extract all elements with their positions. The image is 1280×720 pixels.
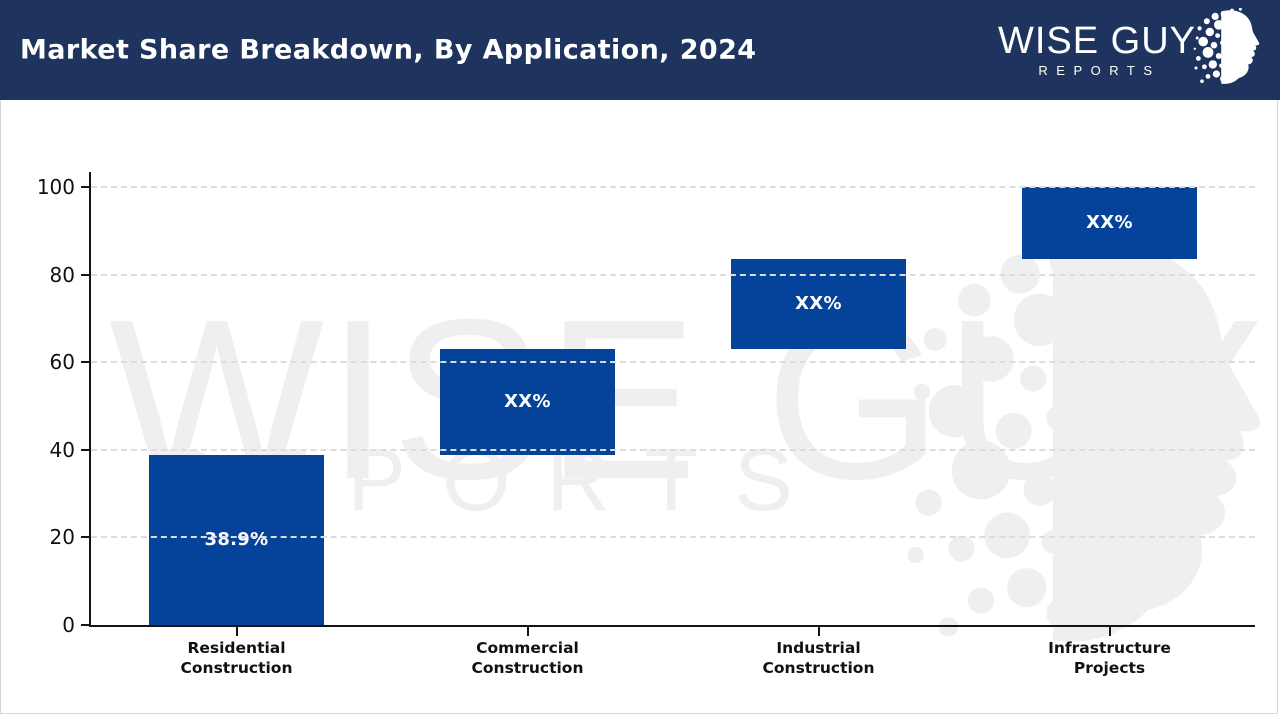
logo-text: WISE GUY REPORTS: [997, 19, 1196, 79]
y-tick-mark-80: [81, 273, 89, 276]
y-tick-label-100: 100: [36, 175, 75, 200]
chart-title: Market Share Breakdown, By Application, …: [20, 34, 757, 66]
logo-wordmark: WISE GUY: [997, 19, 1196, 62]
y-tick-label-0: 0: [62, 613, 75, 637]
y-tick-label-40: 40: [49, 437, 75, 462]
y-tick-mark-0: [81, 624, 89, 626]
x-tick-mark-infrastructure-projects: [1108, 627, 1111, 636]
bar-value-label-commercial-construction: XX%: [504, 391, 551, 413]
y-tick-label-80: 80: [49, 262, 75, 287]
wiseguy-logo: WISE GUY REPORTS: [998, 6, 1268, 94]
bar-residential-construction: 38.9%: [149, 454, 324, 625]
logo-subtitle: REPORTS: [1038, 63, 1161, 79]
gridline-20: [91, 536, 1255, 539]
header-banner: Market Share Breakdown, By Application, …: [0, 0, 1280, 100]
bar-value-label-industrial-construction: XX%: [795, 293, 842, 315]
gridline-100: [91, 186, 1255, 189]
plot-area: 0 20 40 60 80 100 38.9% Residential Constructio…: [37, 172, 1255, 677]
y-tick-mark-40: [81, 448, 89, 451]
bar-industrial-construction: XX%: [731, 258, 906, 350]
wiseguy-face-icon: [1193, 8, 1260, 84]
y-tick-mark-60: [81, 361, 89, 364]
y-tick-mark-100: [81, 186, 89, 189]
x-tick-mark-residential-construction: [235, 627, 238, 636]
gridline-40: [91, 448, 1255, 451]
y-tick-label-60: 60: [49, 350, 75, 375]
x-tick-mark-commercial-construction: [526, 627, 529, 636]
x-category-label-industrial-construction: Industrial Construction: [762, 639, 875, 677]
gridline-80: [91, 273, 1255, 276]
bar-infrastructure-projects: XX%: [1022, 187, 1197, 259]
watermark-face-icon: [902, 228, 1260, 642]
bar-value-label-infrastructure-projects: XX%: [1086, 212, 1133, 234]
y-tick-mark-20: [81, 536, 89, 539]
x-tick-mark-industrial-construction: [817, 627, 820, 636]
x-category-label-infrastructure-projects: Infrastructure Projects: [1048, 639, 1171, 677]
bar-value-label-residential-construction: 38.9%: [204, 529, 269, 551]
x-category-label-commercial-construction: Commercial Construction: [471, 639, 584, 677]
chart-panel: WISE GUY REPORTS 0 20 40 60 80 100 38.9% Reside…: [0, 100, 1278, 714]
gridline-60: [91, 361, 1255, 364]
y-tick-label-20: 20: [49, 525, 75, 550]
x-category-label-residential-construction: Residential Construction: [180, 639, 293, 677]
bar-commercial-construction: XX%: [440, 349, 615, 455]
